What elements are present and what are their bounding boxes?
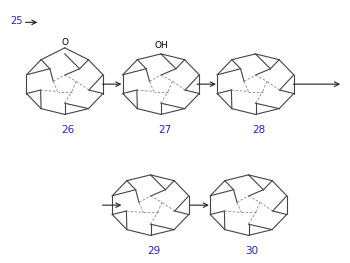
Text: 27: 27 — [158, 125, 171, 135]
Text: O: O — [61, 38, 68, 47]
Text: 29: 29 — [147, 246, 161, 256]
Text: OH: OH — [154, 41, 168, 50]
Text: 26: 26 — [62, 125, 75, 135]
Text: 28: 28 — [252, 125, 266, 135]
Text: 25: 25 — [10, 16, 23, 26]
Text: 30: 30 — [245, 246, 259, 256]
